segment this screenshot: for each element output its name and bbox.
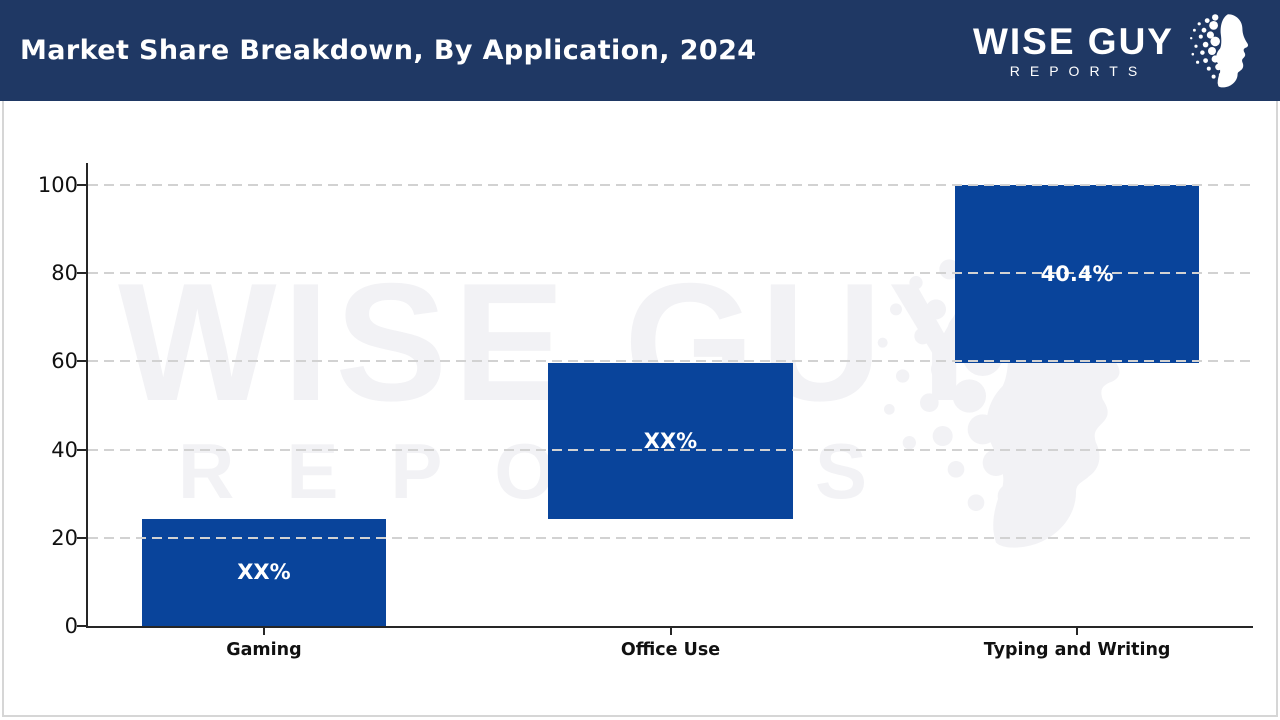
dotted-head-icon: [1180, 11, 1252, 91]
bar-value-label: 40.4%: [1040, 262, 1114, 287]
y-tick-mark: [77, 448, 86, 451]
y-tick-mark: [77, 536, 86, 539]
bar-value-label: XX%: [237, 560, 291, 585]
x-tick-mark: [669, 628, 672, 635]
gridline-40: [88, 448, 1253, 451]
bar-value-label: XX%: [643, 429, 698, 454]
gridline-80: [88, 272, 1253, 275]
plot-area: XX% XX% 40.4% 0 20 40 60 80 100 Gaming Office Use T…: [38, 163, 1253, 660]
logo-wordmark: WISE GUY: [972, 21, 1174, 62]
y-tick-label: 100: [37, 173, 78, 198]
y-tick-label: 0: [64, 614, 78, 638]
logo-subtitle: REPORTS: [1009, 63, 1148, 79]
y-tick-mark: [77, 360, 86, 363]
gridline-60: [88, 360, 1253, 363]
logo-text: WISE GUY REPORTS: [973, 23, 1174, 78]
x-category-label: Office Use: [620, 640, 721, 660]
header-bar: Market Share Breakdown, By Application, …: [0, 0, 1280, 101]
gridline-100: [88, 184, 1253, 187]
x-tick-mark: [1076, 628, 1079, 635]
y-tick-mark: [77, 625, 86, 627]
y-tick-mark: [77, 184, 86, 187]
y-tick-label: 20: [51, 525, 78, 550]
wise-guy-logo: WISE GUY REPORTS: [973, 11, 1252, 91]
bar-office-use: [548, 363, 793, 519]
gridline-20: [88, 536, 1253, 539]
x-axis-spine: [86, 626, 1253, 628]
bar-gaming: [141, 518, 386, 626]
y-tick-label: 40: [51, 437, 78, 462]
y-tick-label: 60: [51, 349, 78, 374]
chart-title: Market Share Breakdown, By Application, …: [20, 35, 757, 66]
y-tick-label: 80: [51, 261, 78, 286]
x-category-label: Gaming: [226, 640, 302, 660]
x-tick-mark: [262, 628, 265, 635]
x-category-label: Typing and Writing: [983, 640, 1171, 660]
y-tick-mark: [77, 272, 86, 275]
y-axis-spine: [86, 163, 88, 628]
